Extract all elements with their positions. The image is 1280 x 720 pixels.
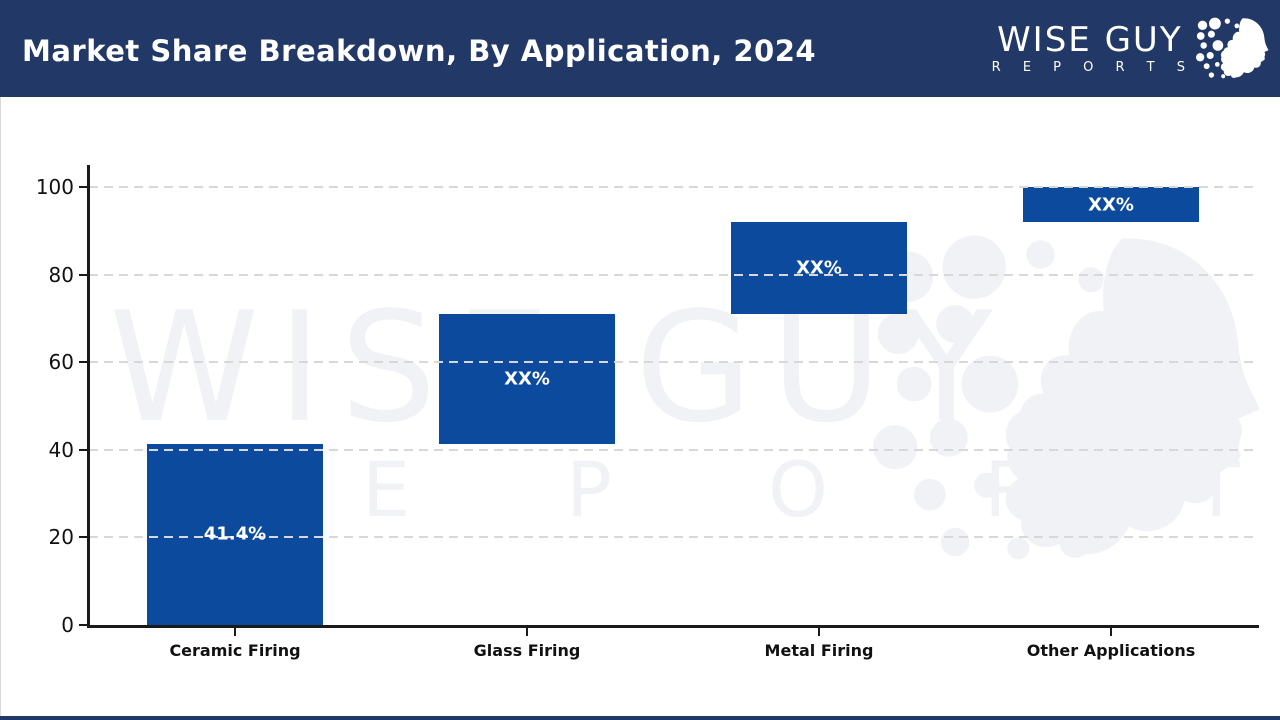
gridline-80 <box>89 273 1257 276</box>
bar-label-metal-firing: XX% <box>796 257 842 279</box>
bar-label-glass-firing: XX% <box>504 368 550 390</box>
y-tick-60 <box>79 361 87 364</box>
footer-strip <box>0 716 1280 720</box>
logo-subtitle: R E P O R T S <box>991 59 1194 75</box>
logo-face-icon <box>1196 17 1269 79</box>
gridline-100 <box>89 186 1257 188</box>
y-tick-label: 0 <box>61 613 74 637</box>
gridline-40 <box>89 448 1257 451</box>
y-tick-0 <box>79 624 87 626</box>
y-tick-label: 100 <box>35 175 74 199</box>
gridline-60 <box>89 361 1257 364</box>
bar-glass-firing <box>439 314 615 444</box>
y-tick-100 <box>79 186 87 188</box>
chart-canvas: WISE GUY R E P O R T S 020406080100Ceram… <box>0 97 1280 716</box>
y-tick-40 <box>79 448 87 451</box>
bar-label-other-applications: XX% <box>1088 194 1134 216</box>
y-tick-label: 60 <box>48 350 74 375</box>
x-tick-metal-firing <box>818 628 820 636</box>
category-label-other-applications: Other Applications <box>1026 641 1196 660</box>
wise-guy-logo: WISE GUY R E P O R T S <box>986 6 1270 92</box>
logo-text: WISE GUY R E P O R T S <box>986 20 1194 75</box>
bar-other-applications <box>1023 187 1199 223</box>
logo-wordmark: WISE GUY <box>997 20 1183 61</box>
category-label-ceramic-firing: Ceramic Firing <box>169 641 301 660</box>
y-tick-label: 20 <box>48 525 74 550</box>
bar-metal-firing <box>731 222 907 314</box>
y-tick-80 <box>79 273 87 276</box>
x-tick-ceramic-firing <box>234 628 236 636</box>
y-axis-line <box>87 165 90 628</box>
bar-label-ceramic-firing: 41.4% <box>203 523 267 545</box>
category-label-metal-firing: Metal Firing <box>764 641 874 660</box>
page-title: Market Share Breakdown, By Application, … <box>22 34 817 68</box>
gridline-20 <box>89 536 1257 539</box>
x-tick-other-applications <box>1110 628 1112 636</box>
category-label-glass-firing: Glass Firing <box>473 641 581 660</box>
y-tick-20 <box>79 536 87 539</box>
y-tick-label: 80 <box>48 262 74 287</box>
header-bar: Market Share Breakdown, By Application, … <box>0 0 1280 97</box>
x-tick-glass-firing <box>526 628 528 636</box>
bar-ceramic-firing <box>147 443 323 625</box>
watermark-face-icon <box>873 235 1261 560</box>
x-axis-line <box>87 625 1259 628</box>
y-tick-label: 40 <box>48 437 74 462</box>
